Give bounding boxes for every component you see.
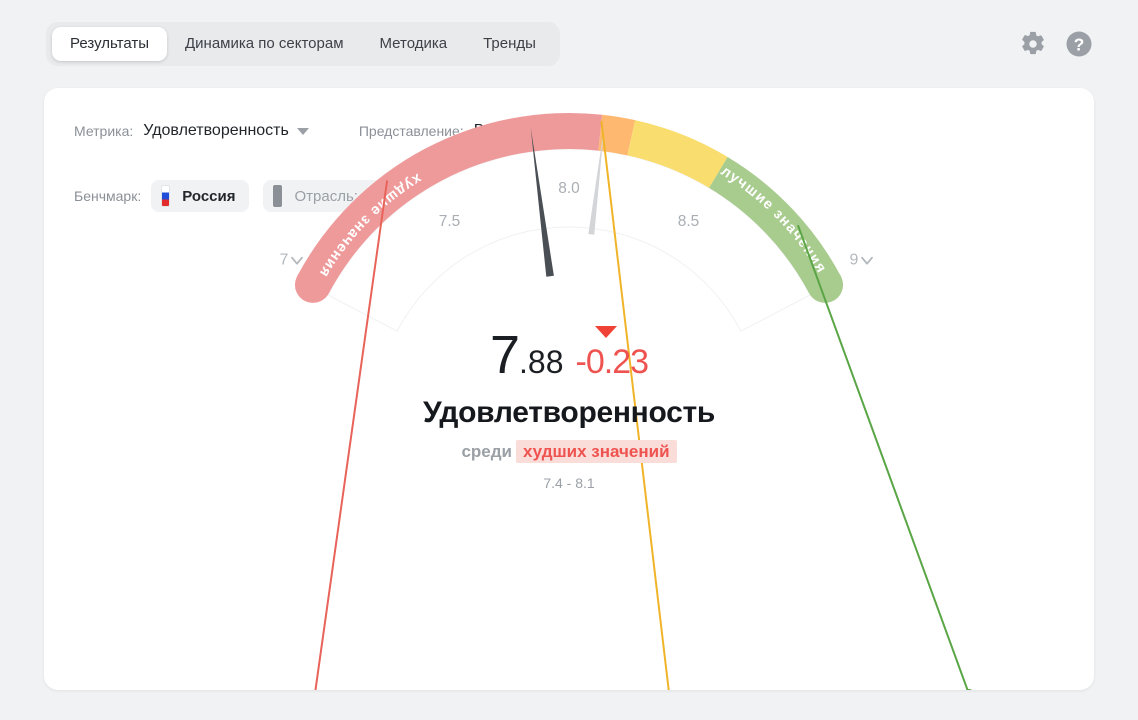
gauge-band-0 (294, 112, 603, 303)
metric-label: Метрика: (74, 123, 134, 139)
gauge-marker-worst: 7.4 (314, 180, 389, 690)
gauge-bands (294, 112, 844, 332)
gauge-tick-labels: 7.5 8.0 8.5 (439, 180, 700, 230)
chip-value: Россия (182, 187, 236, 205)
gauge-axis-end[interactable]: 7 (280, 252, 303, 269)
flag-ru-icon (161, 185, 171, 207)
gauge-axis-end[interactable]: 9 (850, 252, 873, 269)
tab-results[interactable]: Результаты (52, 27, 167, 61)
chevron-down-icon[interactable] (861, 256, 873, 265)
marker-leader-line (797, 224, 969, 690)
tab-methodology[interactable]: Методика (362, 27, 466, 61)
marker-leader-line (600, 120, 670, 690)
gauge-needle-previous (588, 127, 605, 235)
gauge-needles (530, 127, 605, 277)
main-card: Метрика: Удовлетворенность Представление… (44, 88, 1094, 690)
gauge-marker-best: 8.8 (797, 224, 972, 690)
tab-bar: Результаты Динамика по секторам Методика… (46, 22, 560, 66)
tab-trends[interactable]: Тренды (465, 27, 554, 61)
svg-text:?: ? (1074, 34, 1085, 54)
gauge-tick-label: 8.0 (558, 180, 580, 197)
chevron-down-icon[interactable] (291, 256, 303, 265)
gear-icon[interactable] (1018, 29, 1048, 59)
chevron-down-icon[interactable] (296, 127, 309, 135)
benchmark-chip-russia[interactable]: Россия (151, 180, 250, 212)
gauge-marker-median: M8.1 (600, 120, 670, 690)
gauge-tick-label: 7.5 (439, 213, 461, 230)
tab-sector-dynamics[interactable]: Динамика по секторам (167, 27, 362, 61)
top-icon-group: ? (1018, 29, 1094, 59)
marker-dot (966, 689, 972, 690)
gauge-needle-current (530, 127, 554, 277)
gauge-axis-end-label: 7 (280, 252, 289, 269)
gauge-markers: 7.4 M8.1 8.8 (314, 120, 972, 690)
grey-bar-icon (273, 185, 283, 207)
metric-select-value[interactable]: Удовлетворенность (143, 122, 289, 139)
gauge-band-2 (627, 120, 728, 188)
view-label: Представление: (358, 123, 464, 139)
gauge-band-1 (598, 114, 636, 156)
top-bar: Результаты Динамика по секторам Методика… (0, 0, 1138, 88)
gauge-axis-end-label: 9 (850, 252, 859, 269)
marker-leader-line (314, 180, 389, 690)
benchmark-label: Бенчмарк: (74, 188, 142, 204)
help-icon[interactable]: ? (1064, 29, 1094, 59)
gauge-tick-label: 8.5 (678, 213, 700, 230)
chip-prefix: Отрасль: (294, 187, 358, 205)
